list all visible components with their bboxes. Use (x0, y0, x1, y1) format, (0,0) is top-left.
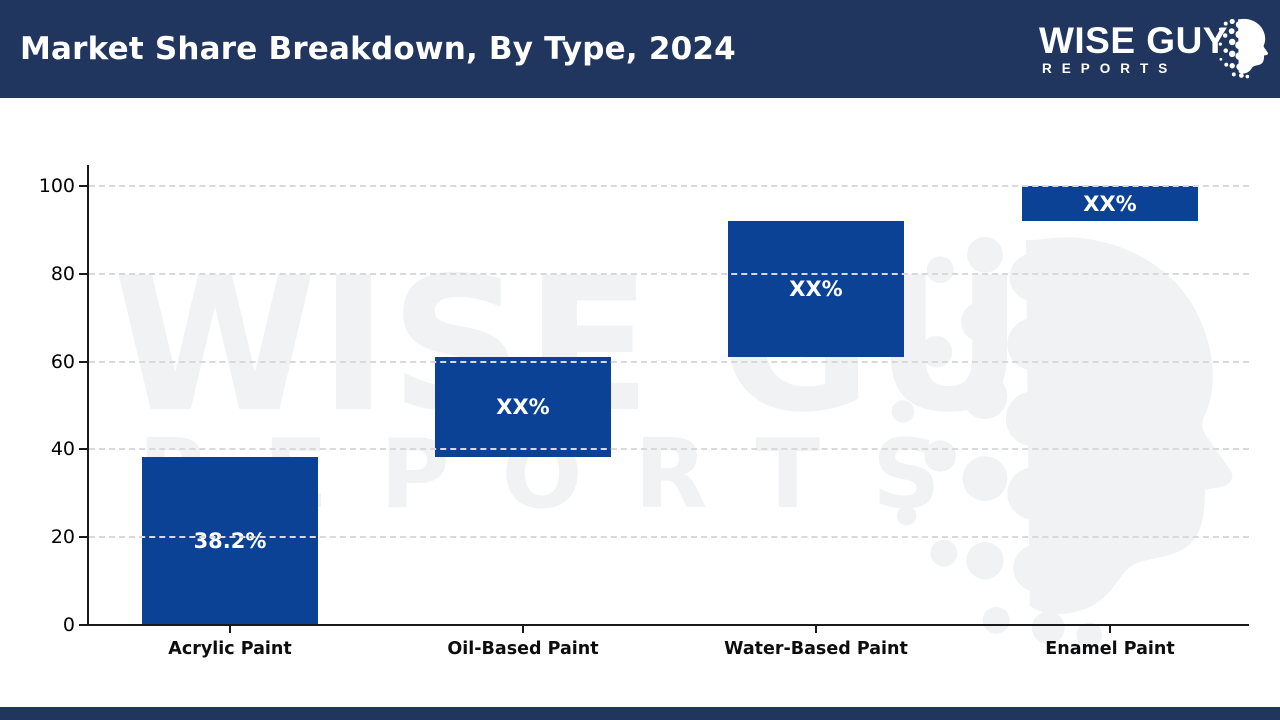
y-axis-tick (79, 360, 87, 363)
y-axis-tick (79, 272, 87, 275)
gridline-40 (89, 448, 1249, 451)
bar-value-label: XX% (496, 395, 550, 420)
gridline-100 (89, 185, 1249, 187)
y-axis-line (87, 165, 89, 626)
gridline-80 (89, 272, 1249, 275)
y-axis-tick (79, 185, 87, 187)
watermark-head-icon (872, 225, 1247, 665)
x-axis-tick (522, 625, 524, 633)
y-axis-tick (79, 624, 87, 626)
y-axis-tick-label: 20 (50, 526, 75, 549)
bar-segment: 38.2% (142, 457, 318, 625)
x-axis-category-label: Oil-Based Paint (447, 639, 599, 659)
y-axis-tick-label: 40 (50, 438, 75, 461)
y-axis-tick (79, 448, 87, 451)
footer-bar (0, 707, 1280, 720)
y-axis-tick-label: 0 (62, 614, 75, 636)
header-bar: Market Share Breakdown, By Type, 2024 WI… (0, 0, 1280, 98)
x-axis-category-label: Acrylic Paint (168, 639, 292, 659)
x-axis-tick (1109, 625, 1111, 633)
y-axis-tick (79, 536, 87, 539)
y-axis-tick-label: 60 (50, 350, 75, 373)
wiseguy-logo: WISE GUY REPORTS (1039, 10, 1270, 88)
bar-value-label: XX% (789, 277, 843, 302)
x-axis-category-label: Water-Based Paint (724, 639, 908, 659)
bar-segment: XX% (1022, 186, 1198, 222)
bar-segment: XX% (728, 221, 904, 358)
logo-wordmark: WISE GUY (1038, 19, 1228, 61)
logo-head-icon (1216, 10, 1270, 88)
x-axis-category-label: Enamel Paint (1045, 639, 1175, 659)
y-axis-tick-label: 80 (50, 262, 75, 285)
x-axis-tick (815, 625, 817, 633)
bar-segment: XX% (435, 357, 611, 458)
x-axis-line (87, 624, 1249, 626)
bar-value-label: 38.2% (193, 529, 267, 554)
page-title: Market Share Breakdown, By Type, 2024 (20, 31, 736, 67)
gridline-20 (89, 536, 1249, 539)
logo-text: WISE GUY REPORTS (1038, 19, 1228, 77)
y-axis-tick-label: 100 (38, 175, 75, 197)
logo-subtitle: REPORTS (1041, 61, 1178, 77)
bar-value-label: XX% (1083, 191, 1137, 216)
gridline-60 (89, 360, 1249, 363)
x-axis-tick (229, 625, 231, 633)
